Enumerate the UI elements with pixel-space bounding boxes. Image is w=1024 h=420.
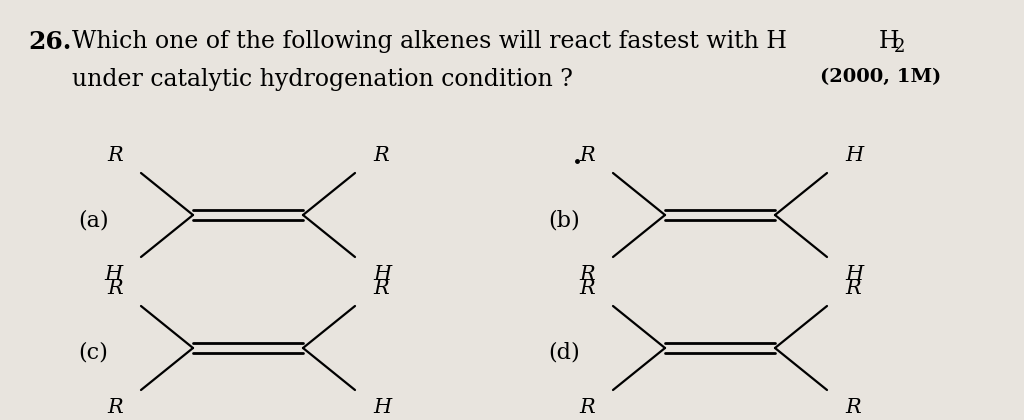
Text: (c): (c): [78, 342, 108, 364]
Text: (a): (a): [78, 209, 109, 231]
Text: R: R: [373, 146, 389, 165]
Text: (2000, 1M): (2000, 1M): [820, 68, 941, 86]
Text: H: H: [845, 146, 863, 165]
Text: (d): (d): [548, 342, 580, 364]
Text: H: H: [373, 265, 391, 284]
Text: R: R: [108, 398, 123, 417]
Text: R: R: [845, 398, 861, 417]
Text: R: R: [108, 146, 123, 165]
Text: R: R: [580, 279, 595, 298]
Text: H: H: [104, 265, 123, 284]
Text: (b): (b): [548, 209, 580, 231]
Text: R: R: [580, 265, 595, 284]
Text: Which one of the following alkenes will react fastest with H: Which one of the following alkenes will …: [72, 30, 786, 53]
Text: 26.: 26.: [28, 30, 72, 54]
Text: 2: 2: [894, 38, 905, 56]
Text: R: R: [580, 146, 595, 165]
Text: under catalytic hydrogenation condition ?: under catalytic hydrogenation condition …: [72, 68, 572, 91]
Text: R: R: [373, 279, 389, 298]
Text: H: H: [879, 30, 899, 53]
Text: H: H: [373, 398, 391, 417]
Text: R: R: [845, 279, 861, 298]
Text: R: R: [108, 279, 123, 298]
Text: R: R: [580, 398, 595, 417]
Text: H: H: [845, 265, 863, 284]
